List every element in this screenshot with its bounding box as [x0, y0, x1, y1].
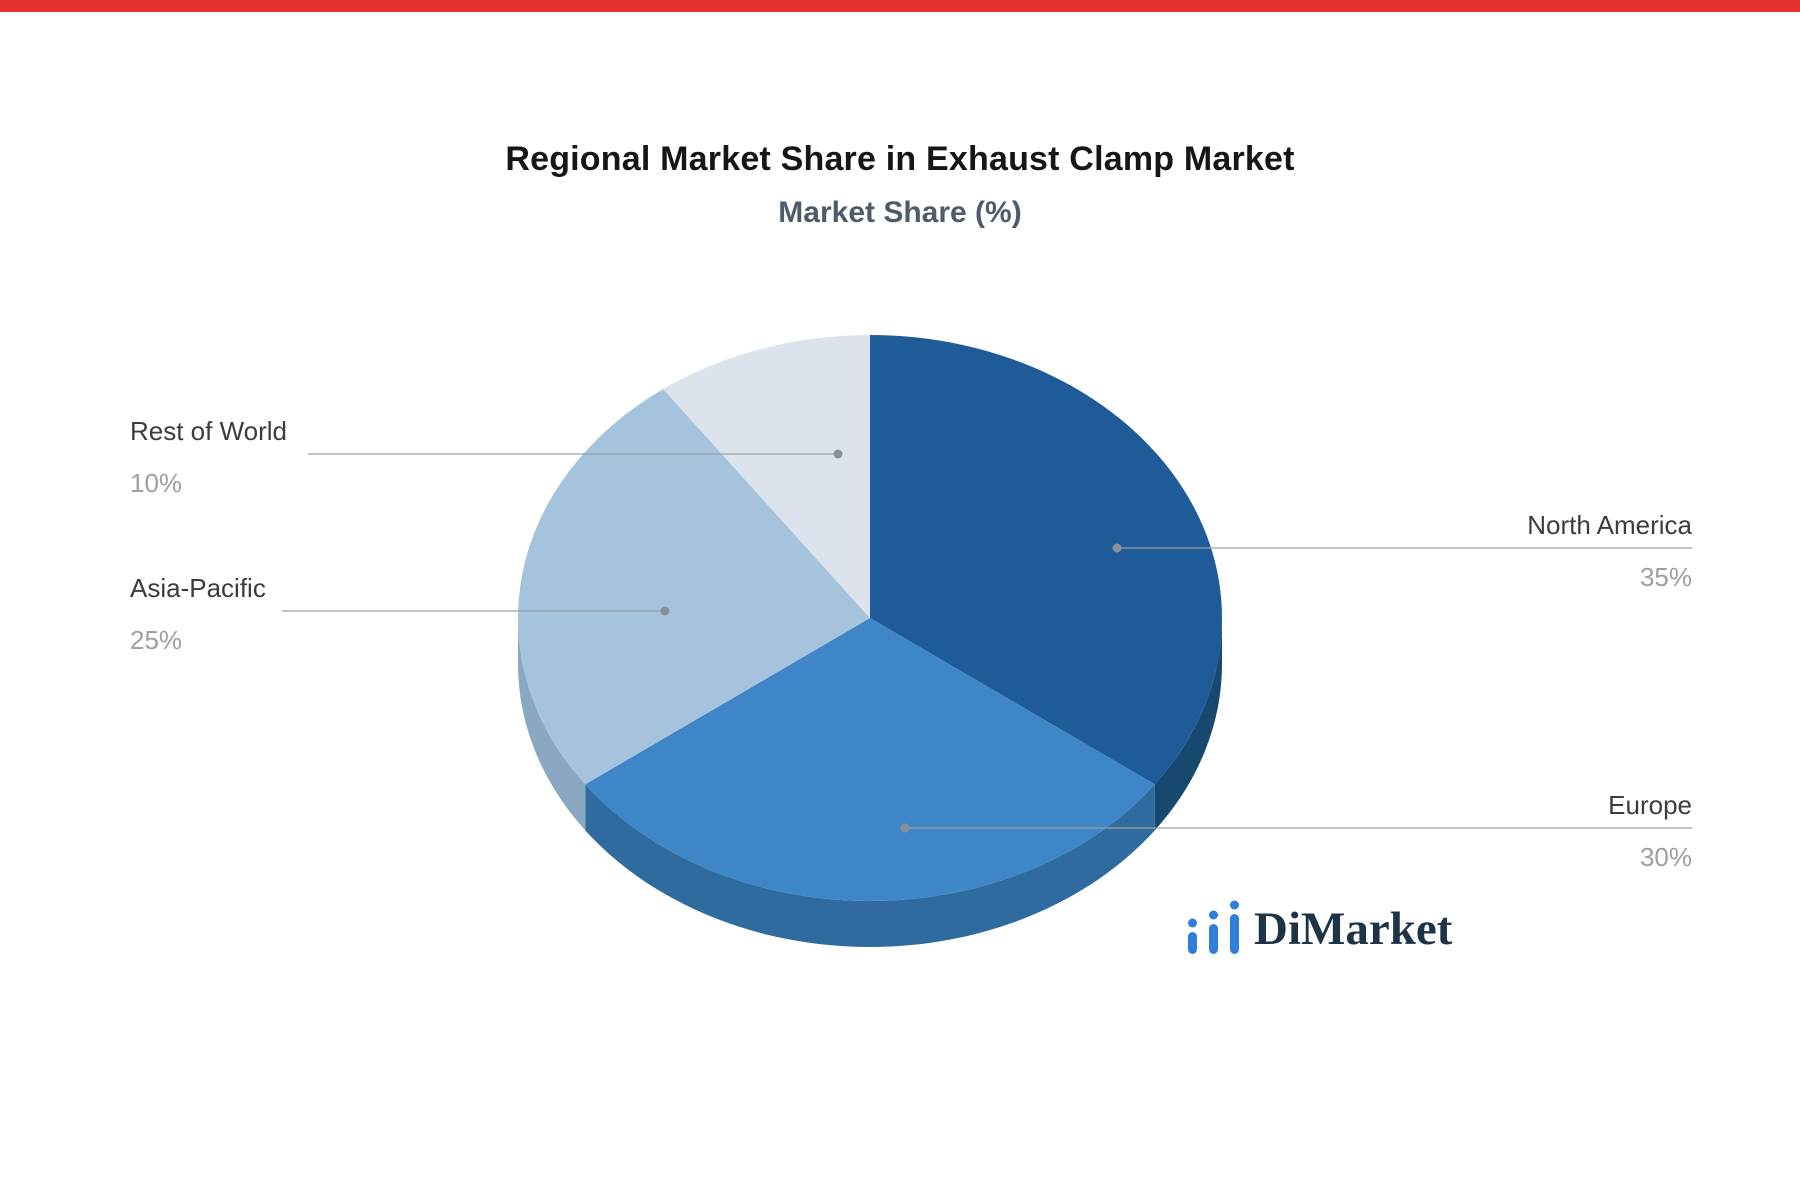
pie-slice-asia-pacific [518, 389, 870, 785]
pie-slice-rest-of-world [663, 335, 870, 618]
chart-title: Regional Market Share in Exhaust Clamp M… [505, 140, 1295, 178]
chart-subtitle: Market Share (%) [778, 196, 1022, 229]
brand-name: DiMarket [1254, 902, 1453, 955]
leader-dot-europe [900, 823, 910, 833]
pie-slice-north-america [870, 335, 1222, 785]
leader-dot-north-america [1112, 543, 1122, 553]
pie-slice-europe [585, 618, 1155, 901]
leader-dot-asia-pacific [660, 606, 670, 616]
brand-logo: DiMarket [1188, 898, 1452, 954]
segment-value-asia-pacific: 25% [130, 625, 182, 655]
pie-side-europe [585, 784, 1155, 947]
pie-side-asia-pacific [518, 618, 586, 831]
segment-label-europe: Europe [1608, 790, 1692, 820]
pie-side-north-america [1154, 618, 1222, 831]
segment-label-north-america: North America [1527, 510, 1692, 540]
top-accent-bar [0, 0, 1800, 12]
segment-value-north-america: 35% [1640, 562, 1692, 592]
segment-value-rest-of-world: 10% [130, 468, 182, 498]
segment-label-rest-of-world: Rest of World [130, 416, 287, 446]
bar-chart-icon [1188, 900, 1239, 954]
segment-value-europe: 30% [1640, 842, 1692, 872]
segment-label-asia-pacific: Asia-Pacific [130, 573, 266, 603]
leader-dot-rest-of-world [833, 449, 843, 459]
